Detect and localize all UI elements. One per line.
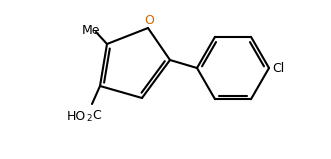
Text: $_2$C: $_2$C [86,108,102,124]
Text: HO: HO [67,110,86,122]
Text: Cl: Cl [272,62,284,75]
Text: Me: Me [82,24,101,38]
Text: O: O [144,14,154,27]
